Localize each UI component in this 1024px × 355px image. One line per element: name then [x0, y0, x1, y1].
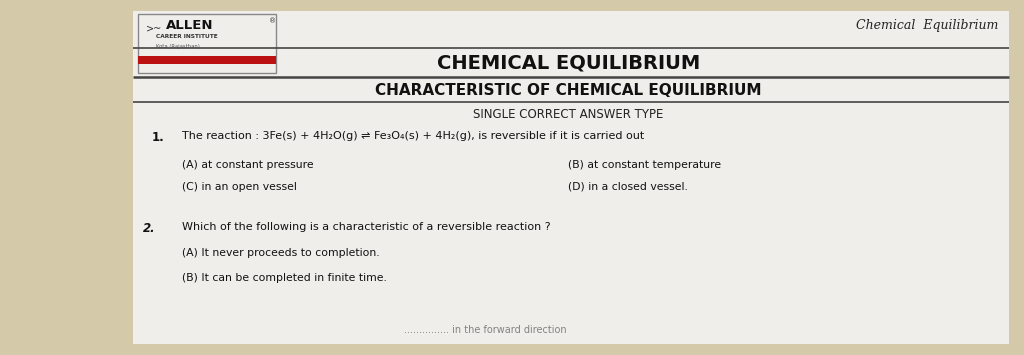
Text: Which of the following is a characteristic of a reversible reaction ?: Which of the following is a characterist…: [182, 222, 551, 232]
Text: CHEMICAL EQUILIBRIUM: CHEMICAL EQUILIBRIUM: [436, 54, 700, 73]
Text: (C) in an open vessel: (C) in an open vessel: [182, 182, 297, 192]
Text: (B) It can be completed in finite time.: (B) It can be completed in finite time.: [182, 273, 387, 283]
Bar: [138, 56, 276, 64]
Text: Chemical  Equilibrium: Chemical Equilibrium: [856, 19, 998, 32]
Text: Kota (Rajasthan): Kota (Rajasthan): [156, 44, 200, 49]
Text: (A) at constant pressure: (A) at constant pressure: [182, 160, 314, 170]
Text: 2.: 2.: [143, 222, 156, 235]
Text: 1.: 1.: [152, 131, 164, 144]
Bar: [133, 11, 1009, 344]
Text: ............... in the forward direction: ............... in the forward direction: [404, 325, 567, 335]
Text: (D) in a closed vessel.: (D) in a closed vessel.: [568, 182, 688, 192]
Text: SINGLE CORRECT ANSWER TYPE: SINGLE CORRECT ANSWER TYPE: [473, 108, 664, 121]
Text: (A) It never proceeds to completion.: (A) It never proceeds to completion.: [182, 248, 380, 258]
Text: The reaction : 3Fe(s) + 4H₂O(g) ⇌ Fe₃O₄(s) + 4H₂(g), is reversible if it is carr: The reaction : 3Fe(s) + 4H₂O(g) ⇌ Fe₃O₄(…: [182, 131, 644, 141]
Text: CHARACTERISTIC OF CHEMICAL EQUILIBRIUM: CHARACTERISTIC OF CHEMICAL EQUILIBRIUM: [375, 83, 762, 98]
Bar: [138, 14, 276, 73]
Text: >~: >~: [146, 23, 163, 33]
Text: ALLEN: ALLEN: [166, 19, 213, 32]
Text: CAREER INSTITUTE: CAREER INSTITUTE: [156, 34, 217, 39]
Text: (B) at constant temperature: (B) at constant temperature: [568, 160, 722, 170]
Text: ®: ®: [269, 18, 276, 24]
